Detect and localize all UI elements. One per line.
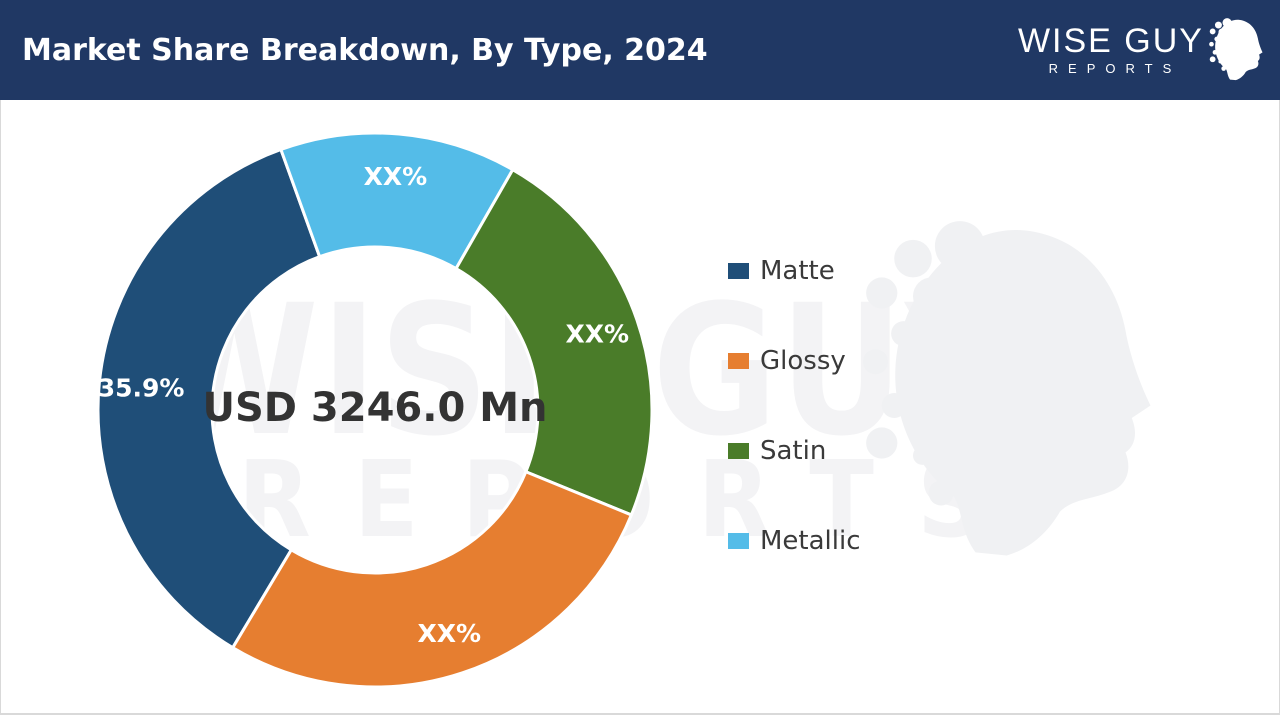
segment-glossy — [231, 470, 633, 689]
segment-label-metallic: XX% — [364, 162, 428, 191]
chart-center-value: USD 3246.0 Mn — [202, 385, 548, 431]
brand-logo: WISE GUY REPORTS — [1018, 10, 1266, 90]
logo-wordmark: WISE GUY — [1017, 22, 1204, 60]
chart-legend: Matte Glossy Satin Metallic — [728, 0, 968, 720]
legend-item-matte: Matte — [728, 255, 835, 287]
segment-label-glossy: XX% — [417, 619, 481, 648]
legend-swatch-satin — [728, 443, 749, 459]
legend-swatch-matte — [728, 263, 749, 279]
legend-item-glossy: Glossy — [728, 345, 846, 377]
legend-label: Matte — [760, 256, 835, 286]
segment-label-matte: 35.9% — [98, 373, 185, 402]
legend-swatch-glossy — [728, 353, 749, 369]
page-title: Market Share Breakdown, By Type, 2024 — [22, 32, 708, 68]
segment-matte — [96, 147, 322, 650]
logo-head-icon — [1209, 18, 1263, 81]
legend-label: Metallic — [760, 526, 861, 556]
legend-swatch-metallic — [728, 533, 749, 549]
legend-item-satin: Satin — [728, 435, 826, 467]
legend-label: Satin — [760, 436, 827, 466]
segment-satin — [454, 168, 654, 517]
legend-label: Glossy — [760, 346, 846, 376]
segment-label-satin: XX% — [565, 320, 629, 349]
legend-item-metallic: Metallic — [728, 525, 861, 557]
header-bar: Market Share Breakdown, By Type, 2024 WI… — [0, 0, 1280, 100]
logo-subtext: REPORTS — [1048, 61, 1182, 76]
